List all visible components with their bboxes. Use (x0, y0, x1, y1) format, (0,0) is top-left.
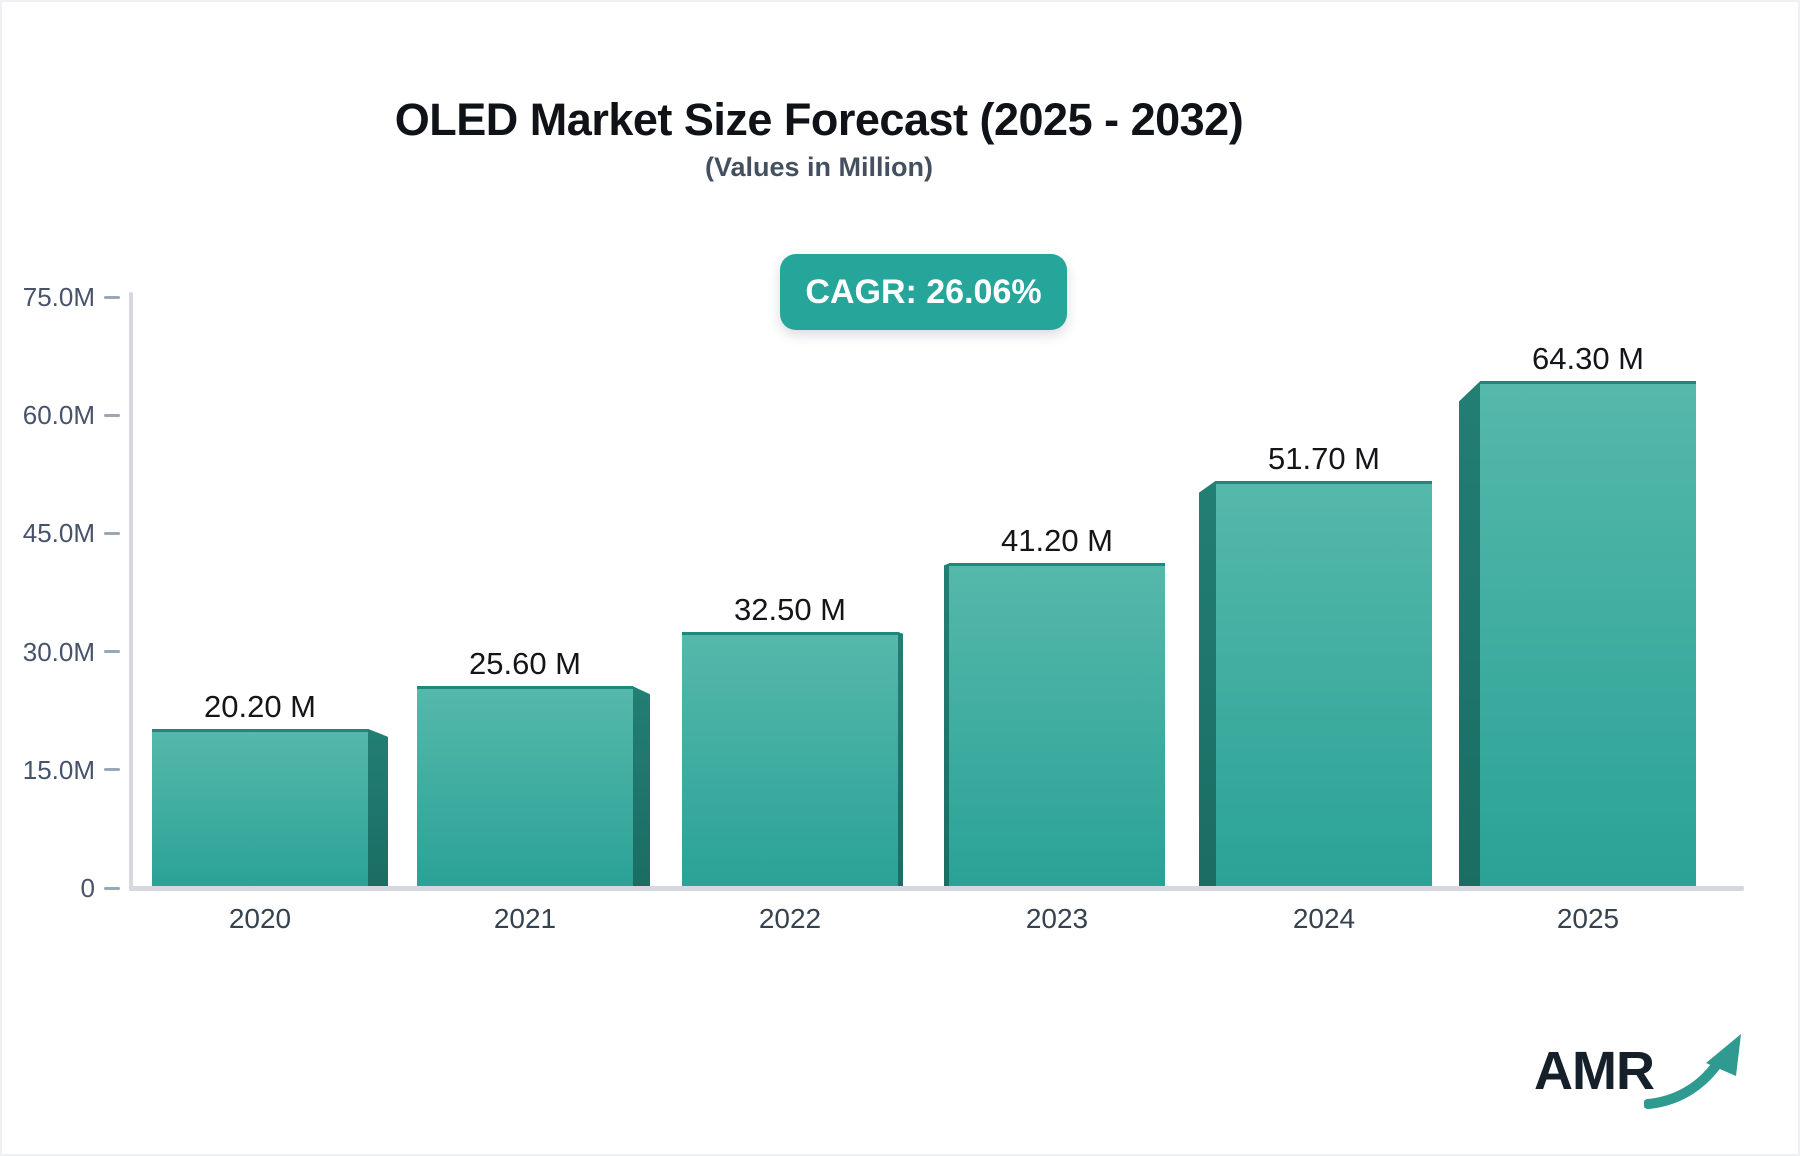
y-axis-line (129, 292, 133, 890)
y-axis-tick-0 (104, 886, 120, 890)
bar-2023-side (944, 563, 949, 888)
value-label-2020: 20.20 M (203, 688, 316, 724)
bar-2025-side (1459, 381, 1480, 888)
bar-2023-face (949, 563, 1165, 888)
x-axis-label-2022: 2022 (758, 903, 822, 934)
y-axis-label-60.0M: 60.0M (22, 400, 95, 431)
y-axis-tick-15.0M (104, 768, 120, 772)
chart-title: OLED Market Size Forecast (2025 - 2032) (394, 94, 1244, 145)
bar-2022-side (898, 631, 903, 888)
value-label-2023: 41.20 M (1000, 523, 1113, 559)
y-axis-label-75.0M: 75.0M (22, 282, 95, 312)
y-axis-label-15.0M: 15.0M (22, 754, 95, 785)
y-axis-label-45.0M: 45.0M (22, 518, 95, 549)
x-axis-label-2024: 2024 (1292, 903, 1356, 934)
bar-2024-side (1199, 480, 1216, 888)
value-label-2021: 25.60 M (468, 646, 581, 682)
bar-2025-face (1480, 381, 1696, 888)
y-axis-tick-45.0M (104, 531, 120, 535)
y-axis-tick-75.0M (104, 295, 120, 299)
bar-2024-face (1216, 480, 1432, 888)
y-axis-label-0: 0 (80, 873, 95, 903)
y-axis-label-30.0M: 30.0M (22, 636, 95, 667)
value-label-2025: 64.30 M (1531, 341, 1644, 377)
value-label-2024: 51.70 M (1267, 440, 1380, 476)
y-axis-tick-60.0M (104, 413, 120, 417)
bar-2022-face (682, 631, 898, 888)
x-axis-label-2020: 2020 (228, 903, 292, 934)
bar-2020-side (368, 728, 388, 888)
x-axis-label-2021: 2021 (493, 903, 557, 934)
amr-logo-text: AMR (1534, 1041, 1655, 1101)
amr-logo: AMR (1534, 1032, 1744, 1122)
chart-subtitle: (Values in Million) (704, 152, 934, 182)
cagr-badge: CAGR: 26.06% (780, 254, 1067, 330)
bar-2021-side (633, 686, 650, 888)
y-axis-tick-30.0M (104, 650, 120, 654)
x-axis-label-2025: 2025 (1556, 903, 1620, 934)
growth-arrow-icon (1644, 1034, 1741, 1109)
x-axis-line (129, 886, 1744, 891)
bar-2020-face (152, 728, 368, 888)
x-axis-label-2023: 2023 (1025, 903, 1089, 934)
bar-2021-face (417, 686, 633, 888)
value-label-2022: 32.50 M (733, 591, 846, 627)
